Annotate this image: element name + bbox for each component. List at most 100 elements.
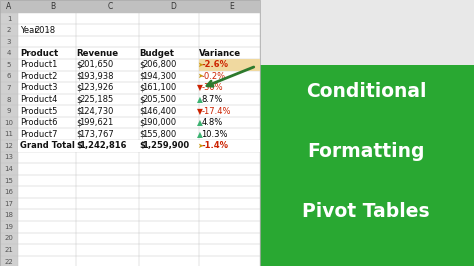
Text: $: $ [77,72,82,81]
Text: 124,730: 124,730 [79,107,113,116]
Text: Product7: Product7 [20,130,57,139]
Text: Conditional: Conditional [306,82,427,101]
Text: $: $ [77,118,82,127]
Text: Grand Total: Grand Total [20,141,75,150]
Text: ▼: ▼ [197,107,203,116]
Text: 21: 21 [5,247,13,253]
Text: Year: Year [20,26,38,35]
Text: 14: 14 [5,166,13,172]
Text: 4.8%: 4.8% [201,118,223,127]
Text: 10.3%: 10.3% [201,130,228,139]
Text: $: $ [77,95,82,104]
Text: Variance: Variance [199,49,241,58]
Bar [18,140,260,152]
Text: 201,650: 201,650 [79,60,113,69]
Bar [18,13,260,266]
Text: 3: 3 [7,39,11,45]
Text: $: $ [140,118,145,127]
Text: 205,500: 205,500 [142,95,176,104]
Text: $: $ [140,84,145,93]
Text: $: $ [140,107,145,116]
Text: $: $ [77,60,82,69]
Text: 1: 1 [7,15,11,22]
Bar [199,59,260,70]
Text: ▾: ▾ [29,51,32,56]
Text: 194,300: 194,300 [142,72,176,81]
Text: Pivot Tables: Pivot Tables [302,202,430,221]
Text: D: D [170,2,176,11]
Text: Product: Product [20,49,58,58]
Text: -2.6%: -2.6% [201,60,228,69]
Text: 13: 13 [5,154,13,160]
Bar [0,13,18,266]
Text: $: $ [77,130,82,139]
Text: C: C [108,2,113,11]
Text: 4: 4 [7,50,11,56]
Text: 16: 16 [5,189,13,195]
Text: 7: 7 [7,85,11,91]
Text: Product4: Product4 [20,95,57,104]
Text: A: A [6,2,12,11]
Text: Product2: Product2 [20,72,57,81]
Text: 2: 2 [7,27,11,33]
Text: ➤: ➤ [197,73,203,80]
Text: 9: 9 [7,108,11,114]
Text: 11: 11 [5,131,13,137]
Text: ➤: ➤ [197,143,203,149]
Text: E: E [229,2,234,11]
Text: 155,800: 155,800 [142,130,176,139]
Text: 15: 15 [5,177,13,184]
Text: -30%: -30% [201,84,223,93]
Text: 8.7%: 8.7% [201,95,223,104]
Text: Product3: Product3 [20,84,57,93]
Text: Formatting: Formatting [308,142,425,161]
Text: 173,767: 173,767 [79,130,114,139]
Text: ▲: ▲ [197,118,203,127]
Text: 1,242,816: 1,242,816 [79,141,127,150]
Text: ➤: ➤ [197,62,203,68]
Text: 17: 17 [5,201,13,207]
Text: 199,621: 199,621 [79,118,113,127]
Text: Budget: Budget [140,49,175,58]
Text: Product1: Product1 [20,60,57,69]
Text: 161,100: 161,100 [142,84,176,93]
Text: $: $ [140,72,145,81]
Text: 10: 10 [5,120,13,126]
Text: Product6: Product6 [20,118,57,127]
Text: 1,259,900: 1,259,900 [142,141,189,150]
Text: Revenue: Revenue [77,49,119,58]
Text: 22: 22 [5,259,13,265]
Text: 123,926: 123,926 [79,84,113,93]
Text: 206,800: 206,800 [142,60,176,69]
Text: -1.4%: -1.4% [201,141,228,150]
Text: -0.2%: -0.2% [201,72,226,81]
Text: $: $ [140,130,145,139]
Bar [258,65,474,266]
Text: -17.4%: -17.4% [201,107,231,116]
Text: $: $ [77,107,82,116]
Text: 146,400: 146,400 [142,107,176,116]
Text: x: x [46,28,50,33]
Text: 193,938: 193,938 [79,72,113,81]
Text: $: $ [140,60,145,69]
Text: 6: 6 [7,73,11,80]
Text: 20: 20 [5,235,13,242]
Text: B: B [51,2,56,11]
Text: 225,185: 225,185 [79,95,113,104]
Text: ▲: ▲ [197,130,203,139]
Text: $: $ [140,141,146,150]
Text: 190,000: 190,000 [142,118,176,127]
Text: 12: 12 [5,143,13,149]
Text: 18: 18 [5,212,13,218]
Bar [0,0,260,266]
Text: 5: 5 [7,62,11,68]
Bar [0,0,260,13]
Text: $: $ [140,95,145,104]
Text: 8: 8 [7,97,11,103]
Text: $: $ [77,141,82,150]
Text: 19: 19 [5,224,13,230]
Text: ▲: ▲ [197,95,203,104]
Text: $: $ [77,84,82,93]
Text: ▼: ▼ [197,84,203,93]
Text: Product5: Product5 [20,107,57,116]
